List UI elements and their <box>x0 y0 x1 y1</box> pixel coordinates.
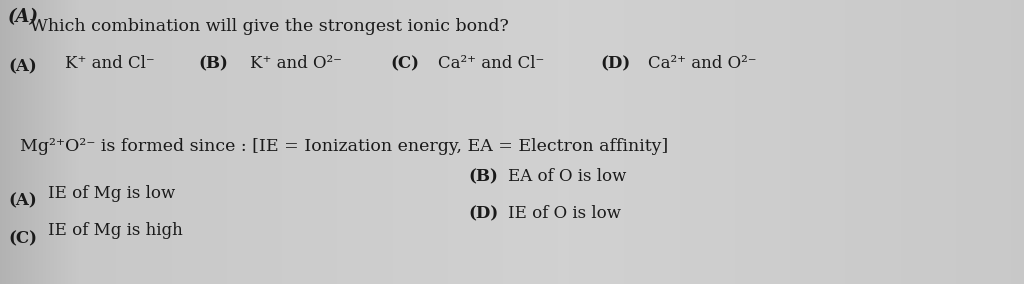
Text: Mg²⁺O²⁻ is formed since : [IE = Ionization energy, EA = Electron affinity]: Mg²⁺O²⁻ is formed since : [IE = Ionizati… <box>20 138 669 155</box>
Text: (A): (A) <box>8 8 39 26</box>
Text: IE of O is low: IE of O is low <box>508 205 621 222</box>
Text: (B): (B) <box>198 55 228 72</box>
Text: IE of Mg is high: IE of Mg is high <box>48 222 182 239</box>
Text: Ca²⁺ and O²⁻: Ca²⁺ and O²⁻ <box>648 55 757 72</box>
Text: EA of O is low: EA of O is low <box>508 168 627 185</box>
Text: (A): (A) <box>8 58 37 75</box>
Text: (B): (B) <box>468 168 498 185</box>
Text: (A): (A) <box>8 192 37 209</box>
Text: (D): (D) <box>600 55 630 72</box>
Text: (C): (C) <box>8 230 37 247</box>
Text: (C): (C) <box>390 55 419 72</box>
Text: K⁺ and O²⁻: K⁺ and O²⁻ <box>250 55 342 72</box>
Text: Which combination will give the strongest ionic bond?: Which combination will give the stronges… <box>30 18 509 35</box>
Text: Ca²⁺ and Cl⁻: Ca²⁺ and Cl⁻ <box>438 55 544 72</box>
Text: IE of Mg is low: IE of Mg is low <box>48 185 175 202</box>
Text: (D): (D) <box>468 205 499 222</box>
Text: K⁺ and Cl⁻: K⁺ and Cl⁻ <box>65 55 155 72</box>
